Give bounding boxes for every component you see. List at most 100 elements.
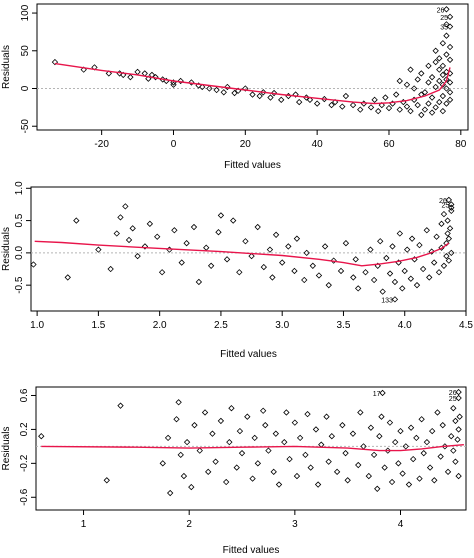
y-tick-label: 0.0 xyxy=(14,245,25,259)
data-point xyxy=(362,269,369,276)
data-point xyxy=(402,443,409,450)
data-point xyxy=(127,74,134,81)
data-point xyxy=(434,409,441,416)
data-point xyxy=(446,225,454,232)
data-point xyxy=(113,230,120,237)
data-point xyxy=(344,477,351,484)
data-point xyxy=(455,426,462,433)
data-point xyxy=(224,83,231,91)
data-point xyxy=(403,81,411,88)
data-point xyxy=(272,231,280,238)
data-point xyxy=(328,101,335,109)
data-point xyxy=(375,107,382,115)
data-point xyxy=(407,275,415,282)
data-point xyxy=(323,413,330,420)
data-point xyxy=(167,489,174,497)
data-point xyxy=(423,438,431,446)
data-point xyxy=(314,481,322,488)
data-point xyxy=(207,262,215,269)
data-point xyxy=(291,419,299,426)
data-point xyxy=(231,89,238,97)
data-point xyxy=(355,285,362,292)
data-point xyxy=(141,243,149,250)
data-point xyxy=(407,424,415,431)
data-point xyxy=(388,478,396,486)
data-point xyxy=(439,71,447,79)
data-point xyxy=(452,458,459,465)
data-point xyxy=(302,451,309,459)
data-point xyxy=(164,434,172,442)
data-point xyxy=(376,433,383,440)
data-point xyxy=(374,485,381,492)
data-point xyxy=(370,276,378,284)
data-point xyxy=(95,246,102,253)
data-point xyxy=(446,43,454,51)
data-point xyxy=(418,111,425,119)
data-point xyxy=(188,79,195,86)
data-point xyxy=(425,79,432,86)
data-point xyxy=(293,235,301,242)
data-point xyxy=(259,407,267,414)
data-point xyxy=(370,451,378,459)
data-point xyxy=(446,56,454,63)
data-point xyxy=(244,413,251,420)
data-point xyxy=(103,477,110,484)
data-point xyxy=(426,464,434,471)
data-point xyxy=(107,265,114,273)
data-point xyxy=(183,438,191,446)
data-point xyxy=(349,101,357,109)
data-point xyxy=(436,98,443,106)
data-point xyxy=(134,252,141,260)
outlier-label: 133 xyxy=(381,297,393,304)
data-point xyxy=(440,262,448,269)
data-point xyxy=(378,101,385,109)
x-tick-label: 3.0 xyxy=(275,320,289,331)
data-point xyxy=(413,434,420,442)
plot-frame xyxy=(35,386,467,511)
data-point xyxy=(313,100,321,107)
data-point xyxy=(377,238,384,245)
data-point xyxy=(386,419,394,426)
data-point xyxy=(403,103,411,110)
data-point xyxy=(220,89,227,96)
data-point xyxy=(429,427,436,435)
data-point xyxy=(285,243,292,250)
data-point xyxy=(454,436,461,443)
data-point xyxy=(328,433,335,440)
data-point xyxy=(446,79,454,86)
data-point xyxy=(230,217,237,224)
data-point xyxy=(236,427,244,435)
outlier-label: 35 xyxy=(440,25,448,32)
data-point xyxy=(213,86,220,94)
data-point xyxy=(448,207,455,215)
data-point xyxy=(129,225,136,232)
outlier-label: 26 xyxy=(437,7,445,14)
data-point xyxy=(342,92,350,100)
data-point xyxy=(238,450,246,457)
data-point xyxy=(379,288,386,295)
outlier-label: 26 xyxy=(449,390,457,397)
x-tick-label: 80 xyxy=(455,139,467,150)
data-point xyxy=(205,468,212,475)
data-point xyxy=(159,460,166,467)
data-point xyxy=(392,438,399,446)
data-point xyxy=(117,214,124,221)
data-point xyxy=(381,464,388,471)
data-point xyxy=(446,23,454,30)
data-point xyxy=(307,464,314,471)
x-tick-label: 2.0 xyxy=(153,320,167,331)
data-point xyxy=(418,416,425,423)
data-point xyxy=(177,77,184,85)
x-tick-label: 2 xyxy=(186,519,192,530)
data-point xyxy=(371,96,378,103)
data-point xyxy=(254,460,262,467)
data-point xyxy=(444,230,451,237)
data-point xyxy=(435,269,443,276)
data-point xyxy=(173,416,180,423)
data-point xyxy=(423,227,430,234)
data-point xyxy=(448,204,455,211)
data-point xyxy=(367,104,375,111)
data-point xyxy=(292,91,299,98)
data-point xyxy=(414,76,421,83)
data-point xyxy=(122,203,129,210)
